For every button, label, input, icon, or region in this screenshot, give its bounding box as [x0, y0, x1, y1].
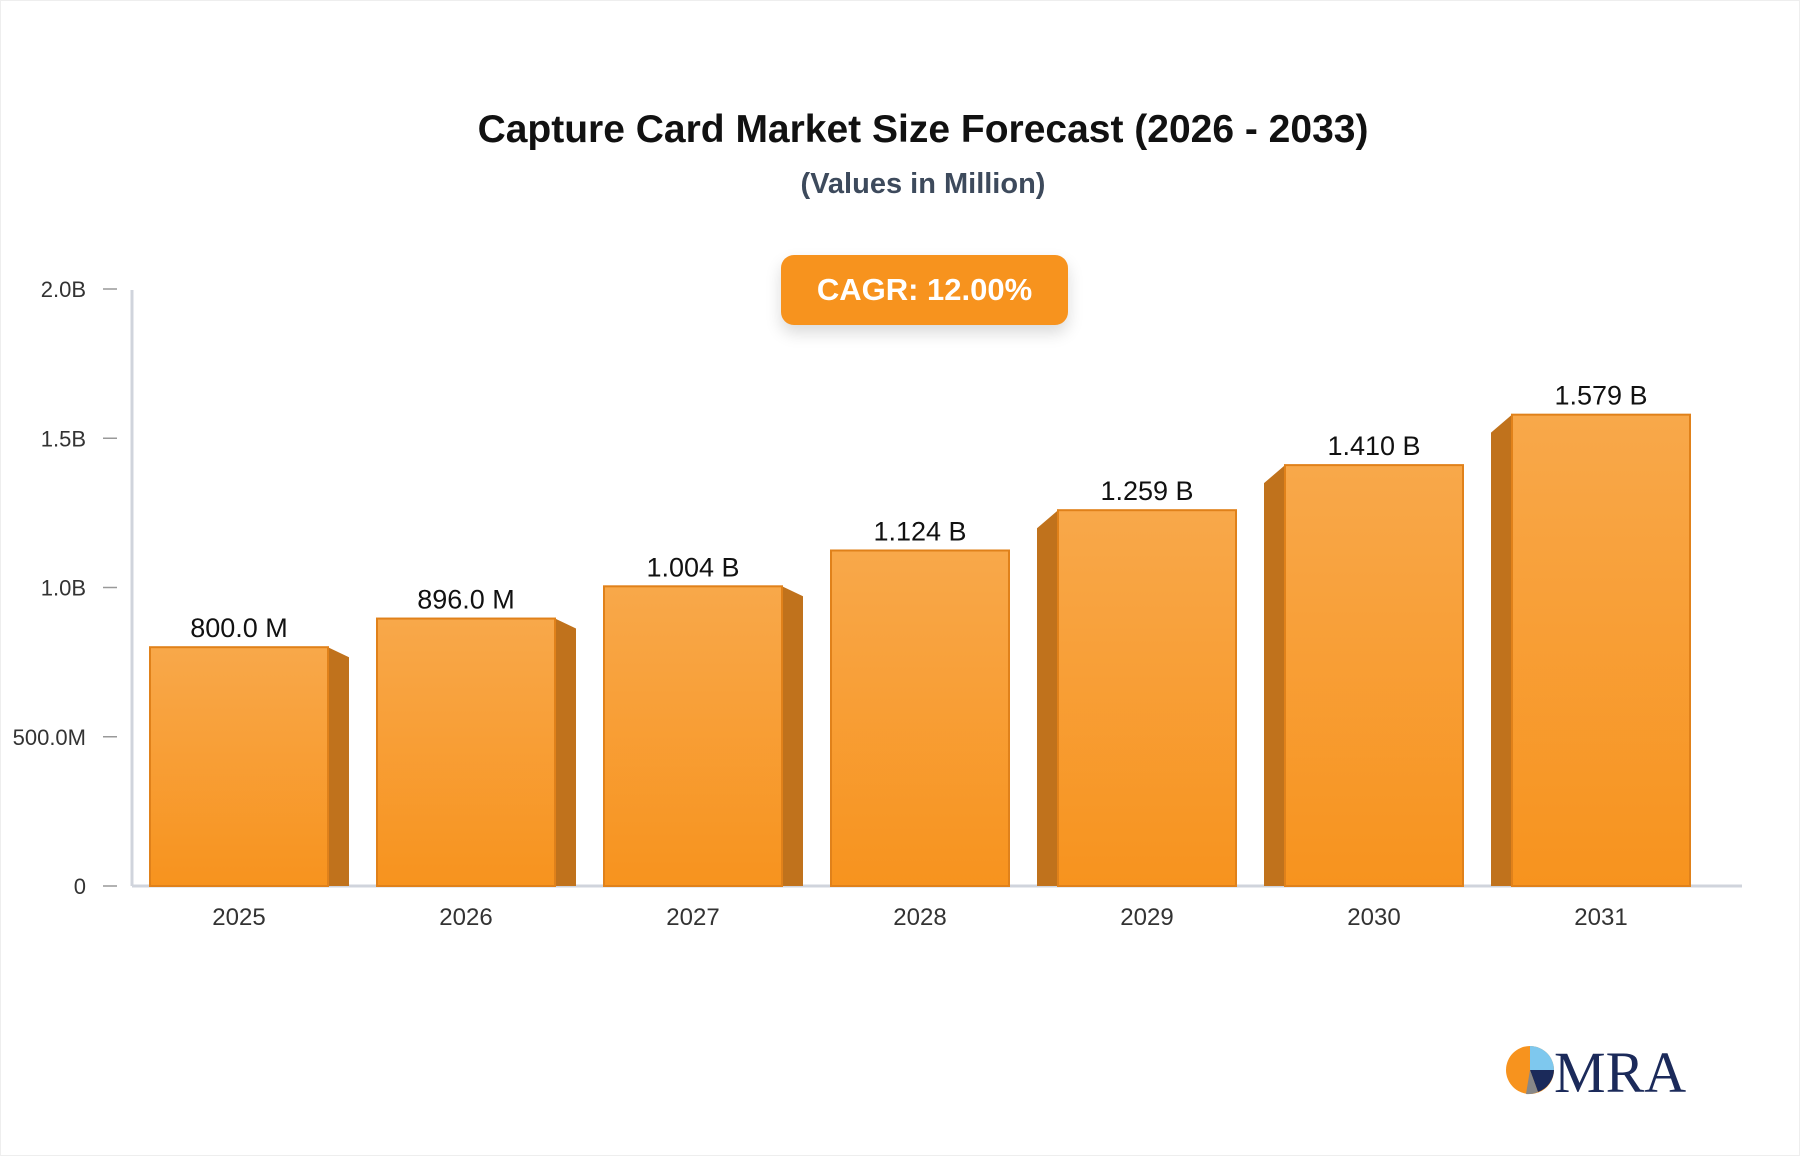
bar: [376, 617, 556, 887]
chart-title: Capture Card Market Size Forecast (2026 …: [477, 108, 1369, 151]
data-label: 1.579 B: [1554, 381, 1647, 411]
bar: [1057, 509, 1237, 887]
y-tick-label: 500.0M: [13, 725, 86, 750]
x-tick-label: 2026: [439, 904, 492, 931]
bar: [603, 585, 783, 888]
bar-side: [328, 647, 349, 886]
y-tick-label: 1.5B: [41, 426, 86, 451]
mra-logo: MRA: [1506, 1040, 1686, 1098]
bar-side: [555, 618, 576, 886]
bar: [1511, 413, 1691, 887]
bar-side: [1037, 510, 1058, 886]
svg-text:MRA: MRA: [1554, 1040, 1686, 1098]
data-label: 1.259 B: [1100, 476, 1193, 506]
y-tick-label: 1.0B: [41, 576, 86, 601]
x-tick-label: 2028: [893, 904, 946, 931]
data-label: 896.0 M: [417, 585, 515, 615]
x-tick-label: 2029: [1120, 904, 1173, 931]
x-tick-label: 2025: [212, 904, 265, 931]
x-tick-label: 2031: [1574, 904, 1627, 931]
bar-side: [1264, 465, 1285, 886]
y-tick-label: 0: [74, 874, 86, 899]
bar-side: [782, 586, 803, 886]
data-label: 800.0 M: [190, 613, 288, 643]
data-label: 1.124 B: [873, 516, 966, 546]
chart-subtitle: (Values in Million): [800, 168, 1046, 200]
bar: [1284, 464, 1464, 887]
bar: [149, 646, 329, 888]
cagr-badge: CAGR: 12.00%: [781, 255, 1068, 325]
y-tick-label: 2.0B: [41, 277, 86, 302]
x-tick-label: 2030: [1347, 904, 1400, 931]
data-label: 1.004 B: [646, 552, 739, 582]
bar-side: [1491, 414, 1512, 886]
bar: [830, 549, 1010, 888]
x-tick-label: 2027: [666, 904, 719, 931]
data-label: 1.410 B: [1327, 431, 1420, 461]
